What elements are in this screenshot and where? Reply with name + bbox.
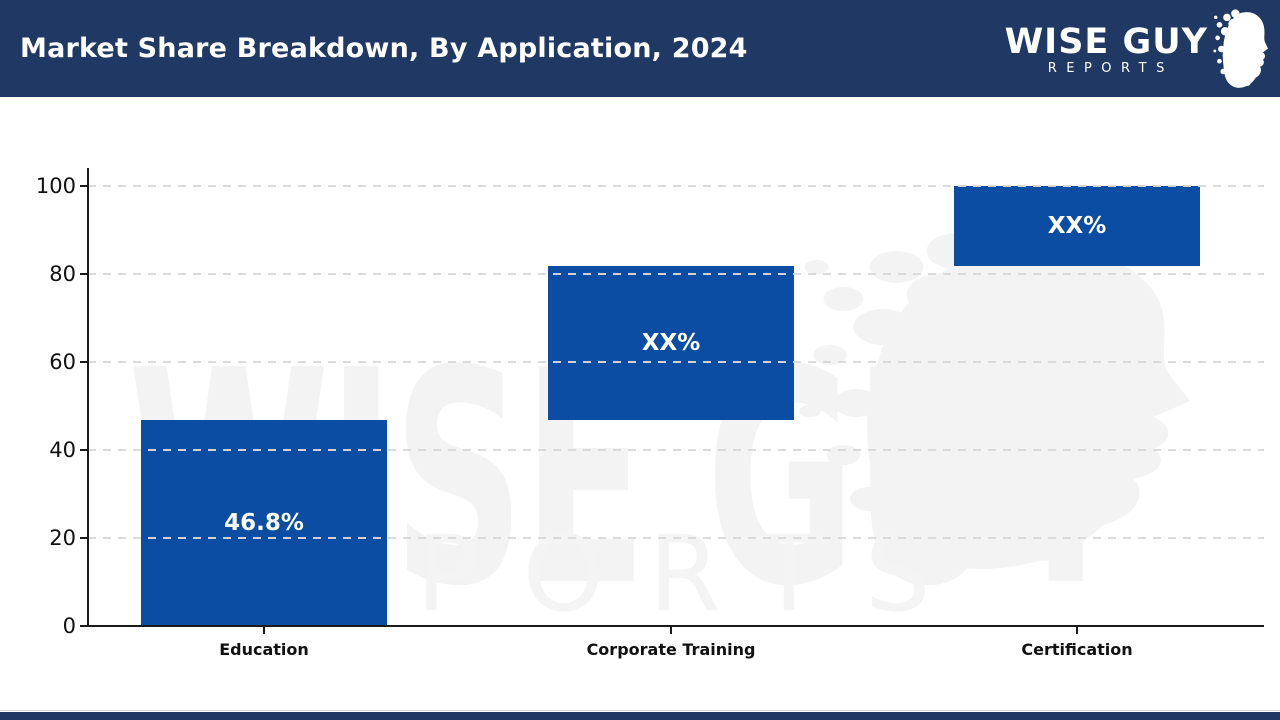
bar-value-label-education: 46.8% (224, 510, 304, 537)
gridline-100 (88, 185, 1264, 187)
bar-certification (954, 186, 1200, 267)
page-title: Market Share Breakdown, By Application, … (20, 33, 748, 64)
x-tick-label-1: Corporate Training (586, 640, 756, 659)
y-tick-label-60: 60 (49, 350, 76, 374)
footer-bar (0, 712, 1280, 720)
y-tick-80 (80, 273, 88, 275)
gridline-80 (88, 273, 1264, 275)
y-tick-label-80: 80 (49, 262, 76, 286)
y-tick-0 (80, 625, 88, 627)
brand-wordmark: WISE GUY (1004, 21, 1208, 62)
bar-education (141, 420, 387, 626)
y-tick-label-0: 0 (62, 614, 76, 638)
y-tick-40 (80, 449, 88, 451)
y-tick-label-40: 40 (49, 438, 76, 462)
x-axis-spine (87, 625, 1264, 627)
x-tick-1 (670, 626, 672, 634)
y-axis-spine (87, 168, 89, 627)
gridline-20 (88, 537, 1264, 539)
x-tick-0 (263, 626, 265, 634)
y-tick-label-100: 100 (35, 174, 76, 198)
brand-reports-label: REPORTS (1047, 61, 1174, 77)
y-tick-label-20: 20 (49, 526, 76, 550)
bottom-hairline (0, 710, 1280, 711)
y-tick-20 (80, 537, 88, 539)
watermark-face-icon (790, 227, 1190, 587)
x-tick-2 (1076, 626, 1078, 634)
x-tick-label-2: Certification (1021, 640, 1133, 659)
bar-value-label-certification: XX% (1047, 213, 1107, 240)
x-tick-label-0: Education (219, 640, 309, 659)
gridline-40 (88, 449, 1264, 451)
bar-value-label-corporate-training: XX% (641, 330, 701, 357)
header-bar: Market Share Breakdown, By Application, … (0, 0, 1280, 97)
y-tick-60 (80, 361, 88, 363)
gridline-60 (88, 361, 1264, 363)
chart-area: WISE GUY REPORTS 0 20 40 60 80 100 Education Co… (0, 97, 1280, 711)
y-tick-100 (80, 185, 88, 187)
brand-logo: WISE GUY REPORTS (1005, 6, 1268, 94)
bar-corporate-training (548, 266, 794, 421)
